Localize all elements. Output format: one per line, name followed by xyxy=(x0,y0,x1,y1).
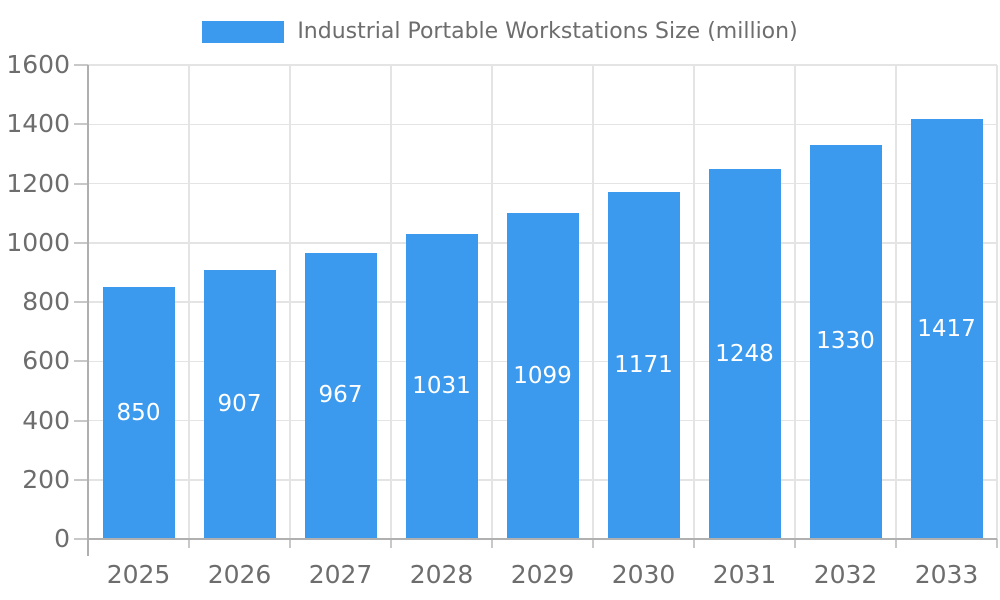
x-axis-tick xyxy=(693,539,695,548)
x-axis-tick xyxy=(188,539,190,548)
gridline-vertical xyxy=(996,65,998,539)
gridline-horizontal xyxy=(88,182,997,185)
bar-value-label: 850 xyxy=(116,399,161,426)
y-axis-tick xyxy=(74,123,88,126)
bar[interactable]: 1330 xyxy=(809,144,882,539)
x-tick-label: 2026 xyxy=(207,560,272,589)
gridline-vertical xyxy=(390,65,392,539)
legend[interactable]: Industrial Portable Workstations Size (m… xyxy=(0,10,1000,54)
y-axis-tick xyxy=(74,478,88,481)
gridline-horizontal xyxy=(88,123,997,125)
y-axis-tick xyxy=(74,360,88,363)
bar[interactable]: 1248 xyxy=(708,169,781,539)
x-tick-label: 2033 xyxy=(914,560,979,589)
bar-value-label: 1330 xyxy=(816,328,875,355)
x-tick-label: 2032 xyxy=(813,560,878,589)
y-axis-tick xyxy=(74,538,88,540)
x-tick-label: 2030 xyxy=(611,560,676,589)
bar[interactable]: 1171 xyxy=(607,192,680,539)
y-axis-tick xyxy=(74,419,88,422)
legend-label: Industrial Portable Workstations Size (m… xyxy=(297,19,798,44)
y-tick-label: 1000 xyxy=(6,227,70,257)
gridline-vertical xyxy=(491,65,493,539)
gridline-horizontal xyxy=(88,64,997,66)
y-tick-label: 400 xyxy=(22,405,70,435)
bar[interactable]: 850 xyxy=(102,287,175,539)
x-axis-tick xyxy=(491,539,493,548)
y-tick-label: 200 xyxy=(22,464,70,494)
x-axis-tick xyxy=(996,539,998,548)
x-axis-tick xyxy=(895,539,897,548)
x-axis-line xyxy=(88,538,997,540)
bar[interactable]: 907 xyxy=(203,270,276,539)
y-axis-tick xyxy=(74,182,88,185)
gridline-vertical xyxy=(188,65,190,539)
gridline-vertical xyxy=(794,65,796,539)
y-axis-line xyxy=(87,65,89,556)
y-tick-label: 0 xyxy=(54,524,70,553)
gridline-vertical xyxy=(693,65,695,539)
y-axis-tick xyxy=(74,301,88,303)
x-tick-label: 2028 xyxy=(409,560,474,589)
x-axis-tick xyxy=(289,539,291,548)
y-tick-label: 600 xyxy=(22,346,70,376)
gridline-vertical xyxy=(592,65,594,539)
bar[interactable]: 1417 xyxy=(910,119,983,539)
y-tick-label: 1600 xyxy=(6,50,70,79)
y-axis-tick xyxy=(74,64,88,66)
x-tick-label: 2029 xyxy=(510,560,575,589)
x-axis-tick xyxy=(794,539,796,548)
y-tick-label: 1200 xyxy=(6,168,70,198)
bar-value-label: 1248 xyxy=(715,340,774,367)
bar-value-label: 907 xyxy=(217,391,262,418)
gridline-vertical xyxy=(895,65,897,539)
x-axis-tick xyxy=(390,539,392,548)
bar-value-label: 967 xyxy=(318,382,363,409)
y-tick-label: 1400 xyxy=(6,109,70,139)
bar-value-label: 1099 xyxy=(513,362,572,389)
x-tick-label: 2025 xyxy=(106,560,171,589)
y-tick-label: 800 xyxy=(22,287,70,316)
bar-value-label: 1417 xyxy=(917,315,976,342)
gridline-vertical xyxy=(289,65,291,539)
bar-value-label: 1031 xyxy=(412,372,471,399)
y-axis-tick xyxy=(74,241,88,244)
legend-swatch-icon xyxy=(202,21,285,43)
x-tick-label: 2027 xyxy=(308,560,373,589)
bar[interactable]: 967 xyxy=(304,252,377,539)
bar-value-label: 1171 xyxy=(614,352,673,379)
bar[interactable]: 1031 xyxy=(405,233,478,539)
x-tick-label: 2031 xyxy=(712,560,777,589)
bar[interactable]: 1099 xyxy=(506,213,579,539)
x-axis-tick xyxy=(592,539,594,548)
